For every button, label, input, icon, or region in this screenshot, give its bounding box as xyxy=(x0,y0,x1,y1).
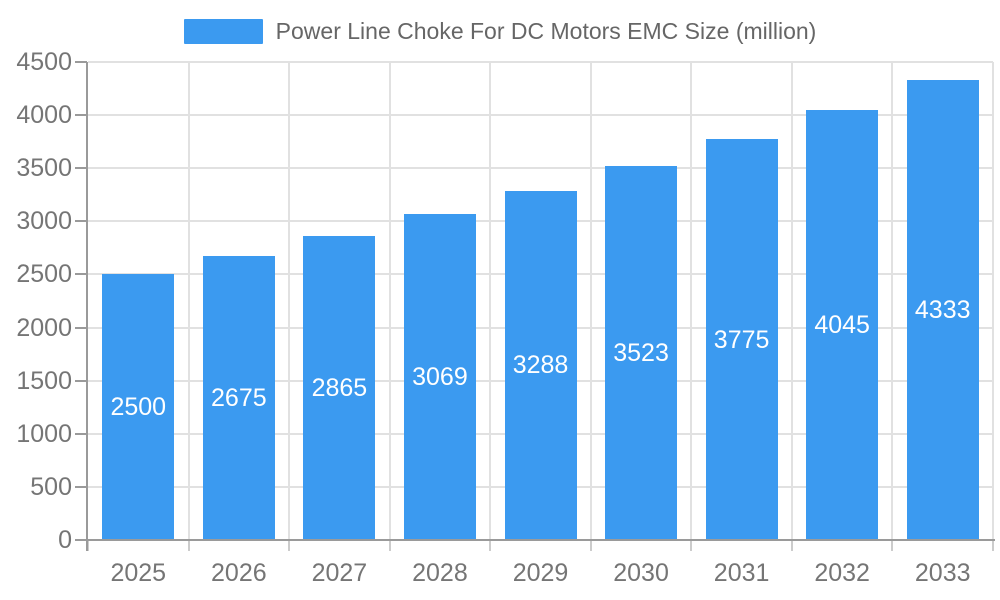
x-axis-tick xyxy=(690,541,693,551)
x-axis-tick xyxy=(992,541,994,551)
legend-swatch[interactable] xyxy=(183,18,263,44)
bar-value-label: 2865 xyxy=(311,373,368,402)
y-axis-tick-label: 500 xyxy=(30,472,72,501)
bar[interactable] xyxy=(906,79,979,540)
bar[interactable] xyxy=(806,110,879,540)
y-axis-tick xyxy=(75,220,87,223)
vertical-gridline xyxy=(790,62,793,540)
y-axis-tick-label: 3000 xyxy=(16,207,72,236)
x-axis-line xyxy=(86,539,995,541)
vertical-gridline xyxy=(891,62,894,540)
bar-value-label: 4045 xyxy=(814,311,870,340)
y-axis-tick xyxy=(75,379,87,382)
horizontal-gridline xyxy=(88,114,993,117)
bar[interactable] xyxy=(705,139,778,540)
y-axis-tick xyxy=(75,432,87,435)
bar[interactable] xyxy=(202,255,275,540)
x-axis-tick-label: 2026 xyxy=(211,559,267,587)
y-axis-tick-label: 4500 xyxy=(16,48,72,76)
vertical-gridline xyxy=(489,62,492,540)
bar-value-label: 4333 xyxy=(914,295,971,324)
x-axis-tick xyxy=(891,541,894,551)
bar[interactable] xyxy=(605,165,678,540)
bar[interactable] xyxy=(303,235,376,540)
vertical-gridline xyxy=(187,62,190,540)
x-axis-tick xyxy=(87,541,89,551)
x-axis-tick-label: 2031 xyxy=(713,559,770,587)
bar[interactable] xyxy=(504,190,577,540)
horizontal-gridline xyxy=(88,61,993,63)
bar-value-label: 2500 xyxy=(110,393,167,422)
chart-legend: Power Line Choke For DC Motors EMC Size … xyxy=(0,14,1000,48)
y-axis-tick-label: 0 xyxy=(58,526,72,554)
bar-value-label: 2675 xyxy=(211,383,267,412)
x-axis-tick-label: 2033 xyxy=(914,559,971,587)
x-axis-tick xyxy=(489,541,492,551)
x-axis-tick-label: 2028 xyxy=(412,559,468,587)
x-axis-tick-label: 2025 xyxy=(110,559,167,587)
y-axis-tick-label: 1000 xyxy=(16,419,72,448)
x-axis-tick xyxy=(790,541,793,551)
bar-value-label: 3775 xyxy=(713,325,770,354)
vertical-gridline xyxy=(992,62,994,540)
x-axis-tick xyxy=(589,541,592,551)
x-axis-tick xyxy=(388,541,391,551)
vertical-gridline xyxy=(589,62,592,540)
bar-value-label: 3288 xyxy=(512,351,569,380)
y-axis-tick-label: 2000 xyxy=(16,313,72,342)
x-axis-tick xyxy=(288,541,291,551)
x-axis-tick xyxy=(187,541,190,551)
vertical-gridline xyxy=(690,62,693,540)
y-axis-tick xyxy=(75,61,87,63)
y-axis-tick-label: 1500 xyxy=(16,366,72,395)
vertical-gridline xyxy=(388,62,391,540)
bar[interactable] xyxy=(403,214,476,540)
bar-value-label: 3523 xyxy=(613,338,669,367)
x-axis-tick-label: 2027 xyxy=(311,559,368,587)
y-axis-tick xyxy=(75,485,87,488)
y-axis-tick xyxy=(75,273,87,276)
x-axis-tick-label: 2029 xyxy=(512,559,569,587)
horizontal-gridline xyxy=(88,167,993,170)
y-axis-tick-label: 3500 xyxy=(16,154,72,183)
y-axis-tick-label: 2500 xyxy=(16,260,72,289)
vertical-gridline xyxy=(288,62,291,540)
y-axis-tick xyxy=(75,539,87,541)
y-axis-tick xyxy=(75,167,87,170)
x-axis-tick-label: 2030 xyxy=(613,559,669,587)
legend-label[interactable]: Power Line Choke For DC Motors EMC Size … xyxy=(275,17,817,44)
bar-value-label: 3069 xyxy=(412,363,468,391)
y-axis-tick xyxy=(75,326,87,329)
bar[interactable] xyxy=(102,274,175,540)
y-axis-tick-label: 4000 xyxy=(16,101,72,130)
y-axis-tick xyxy=(75,114,87,117)
y-axis-line xyxy=(86,62,88,551)
x-axis-tick-label: 2032 xyxy=(814,559,870,587)
